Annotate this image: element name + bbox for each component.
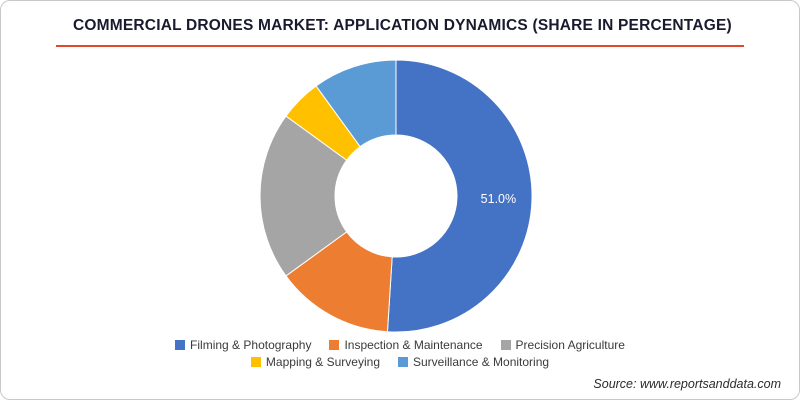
legend-item-0: Filming & Photography — [175, 338, 311, 352]
legend-swatch-icon — [250, 357, 261, 367]
legend-label: Mapping & Surveying — [265, 355, 380, 369]
legend-swatch-icon — [500, 340, 511, 350]
slice-data-label: 51.0% — [481, 192, 516, 206]
legend-swatch-icon — [329, 340, 340, 350]
legend-label: Filming & Photography — [190, 338, 312, 352]
legend-swatch-icon — [398, 357, 408, 367]
legend-label: Inspection & Maintenance — [344, 338, 483, 352]
donut-chart: 51.0% — [259, 59, 533, 333]
legend-label: Surveillance & Monitoring — [413, 355, 550, 369]
legend: Filming & Photography Inspection & Mainte… — [160, 338, 640, 369]
title-underline — [56, 45, 744, 47]
legend-label: Precision Agriculture — [515, 338, 625, 352]
legend-swatch-icon — [175, 340, 186, 350]
source-credit: Source: www.reportsanddata.com — [593, 377, 781, 391]
legend-item-3: Mapping & Surveying — [250, 355, 380, 369]
donut-slice-0 — [386, 59, 533, 333]
chart-title: COMMERCIAL DRONES MARKET: APPLICATION DY… — [73, 17, 732, 34]
legend-item-1: Inspection & Maintenance — [329, 338, 483, 352]
donut-slice-2 — [259, 115, 348, 277]
legend-item-2: Precision Agriculture — [500, 338, 625, 352]
donut-slice-4 — [315, 59, 397, 148]
legend-item-4: Surveillance & Monitoring — [398, 355, 549, 369]
